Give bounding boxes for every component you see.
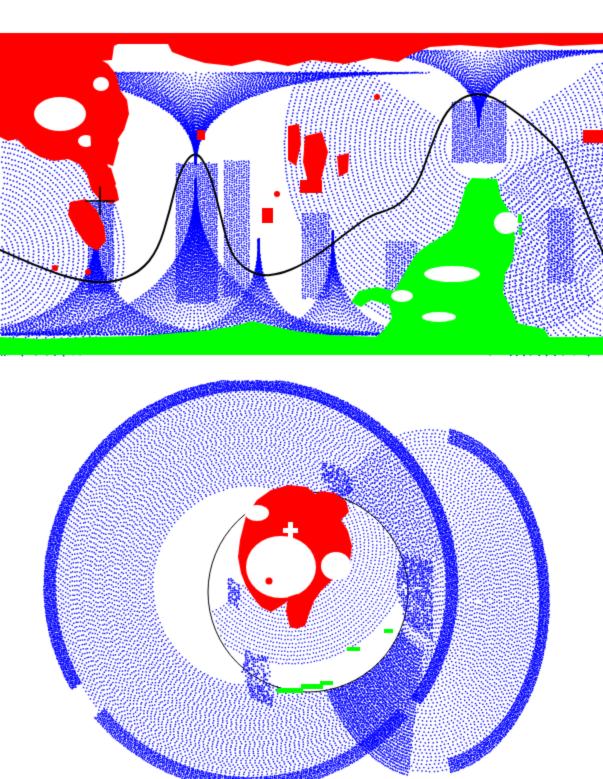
figure-canvas (0, 0, 603, 779)
pfss-field-line-figure (0, 0, 603, 779)
